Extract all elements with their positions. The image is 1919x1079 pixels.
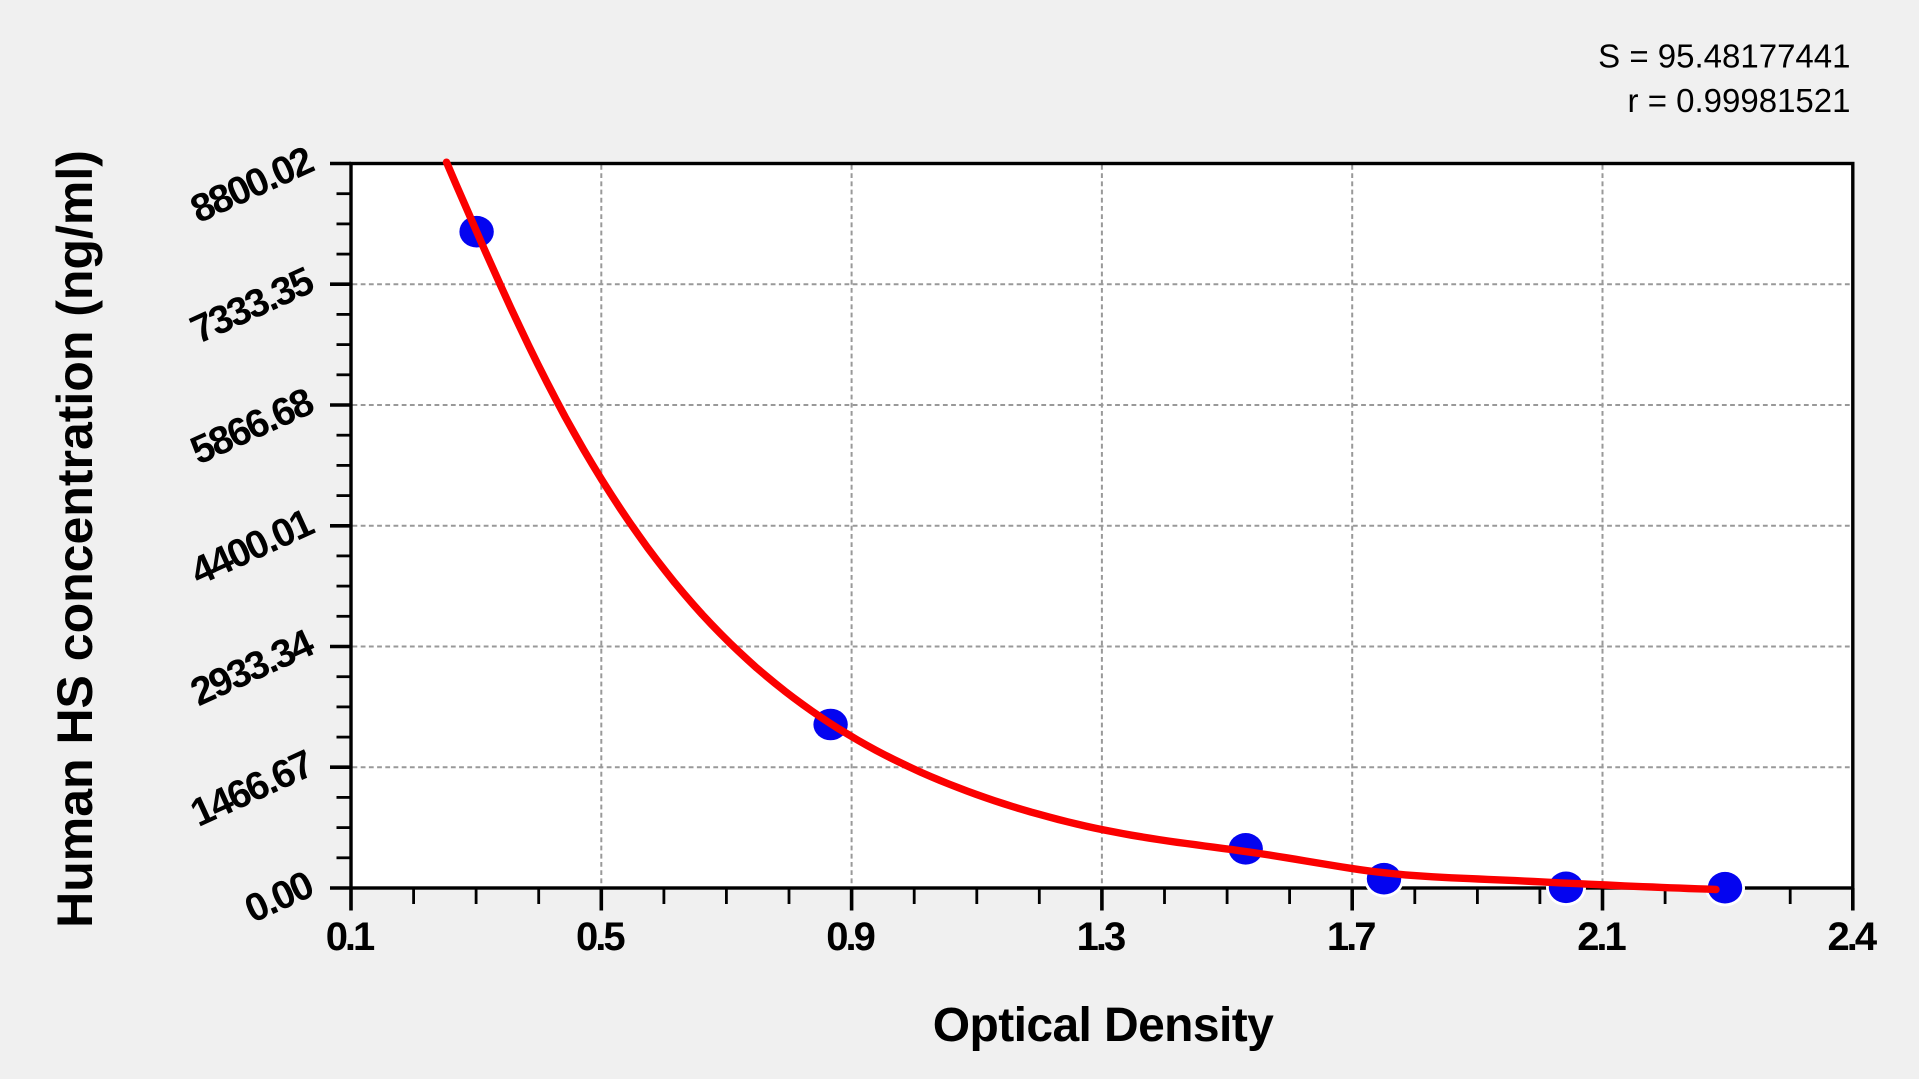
svg-text:0.5: 0.5	[576, 915, 625, 959]
svg-text:1.3: 1.3	[1077, 915, 1125, 959]
svg-text:r = 0.99981521: r = 0.99981521	[1628, 82, 1851, 119]
svg-text:0.9: 0.9	[826, 915, 874, 959]
svg-text:S = 95.48177441: S = 95.48177441	[1598, 38, 1850, 75]
svg-text:Human HS concentration (ng/ml): Human HS concentration (ng/ml)	[47, 150, 103, 928]
svg-text:Optical Density: Optical Density	[933, 999, 1274, 1052]
svg-text:2.1: 2.1	[1577, 915, 1626, 959]
svg-text:2.4: 2.4	[1827, 915, 1877, 959]
svg-text:1.7: 1.7	[1327, 915, 1375, 959]
svg-text:0.1: 0.1	[326, 915, 375, 959]
